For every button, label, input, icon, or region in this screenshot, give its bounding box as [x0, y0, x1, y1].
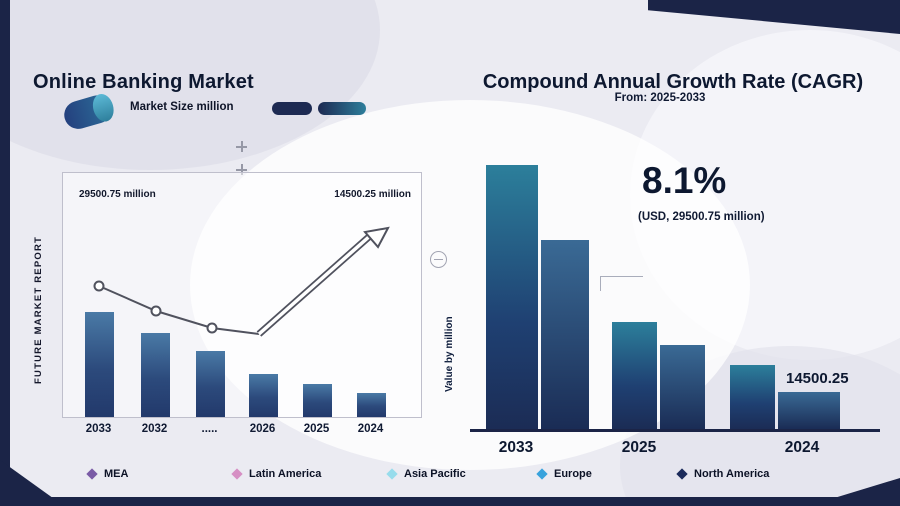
legend-item-latin-america: Latin America: [231, 465, 322, 483]
value-callout-2024: 14500.25: [786, 370, 849, 387]
left-border-bar: [0, 0, 10, 506]
left-axis-label-.....: .....: [201, 423, 218, 435]
cagr-subtitle: From: 2025-2033: [614, 92, 706, 104]
regions-legend: MEA Latin America Asia Pacific Europe North …: [0, 465, 900, 485]
diamond-icon: [231, 468, 243, 480]
cagr-chart: 2033 2025 2024: [472, 148, 878, 456]
right-chart-y-label: Value by million: [444, 316, 455, 392]
left-axis-label-2032: 2032: [141, 423, 168, 435]
legend-item-europe: Europe: [536, 465, 592, 483]
diamond-icon: [86, 468, 98, 480]
legend-item-asia-pacific: Asia Pacific: [386, 465, 466, 483]
market-size-bar-2033: [85, 312, 114, 417]
cagr-title: Compound Annual Growth Rate (CAGR): [482, 71, 864, 94]
trend-arrow-icon: [93, 226, 390, 337]
cagr-value: 8.1%: [642, 160, 727, 201]
left-axis-label-2033: 2033: [85, 423, 112, 435]
market-size-legend-label: Market Size million: [130, 101, 234, 113]
left-axis-label-2024: 2024: [357, 423, 384, 435]
legend-label: Asia Pacific: [404, 468, 466, 480]
bottom-border-bar: [0, 497, 900, 506]
top-right-wedge: [648, 0, 900, 34]
legend-label: Latin America: [249, 468, 322, 480]
legend-label: North America: [694, 468, 770, 480]
market-size-chart: 29500.75 million 14500.25 million: [62, 172, 422, 418]
right-axis-label-2033: 2033: [498, 439, 534, 456]
plus-icon: [236, 141, 247, 152]
right-axis-label-2024: 2024: [784, 439, 820, 456]
page-title: Online Banking Market: [33, 71, 254, 94]
cagr-bar-2024-2: [778, 392, 840, 429]
left-chart-side-label: FUTURE MARKET REPORT: [33, 235, 44, 385]
diamond-icon: [386, 468, 398, 480]
cagr-detail: (USD, 29500.75 million): [638, 211, 765, 223]
pill-dark-icon: [272, 102, 312, 115]
diamond-icon: [536, 468, 548, 480]
cagr-bar-2024-1: [730, 365, 775, 429]
right-chart-baseline: [470, 429, 880, 432]
cagr-bar-2025-2: [660, 345, 705, 429]
left-chart-max-annotation: 29500.75 million: [79, 189, 156, 200]
left-chart-end-annotation: 14500.25 million: [334, 189, 411, 200]
cagr-bar-2033-1: [486, 165, 538, 429]
market-size-bar-2032: [141, 333, 170, 417]
diamond-icon: [676, 468, 688, 480]
cagr-bar-2033-2: [541, 240, 589, 429]
legend-label: Europe: [554, 468, 592, 480]
legend-item-mea: MEA: [86, 465, 129, 483]
cagr-bar-2025-1: [612, 322, 657, 429]
pill-gradient-icon: [318, 102, 366, 115]
legend-label: MEA: [104, 468, 129, 480]
legend-item-north-america: North America: [676, 465, 770, 483]
right-axis-label-2025: 2025: [621, 439, 657, 456]
market-size-bars: [63, 173, 421, 417]
left-axis-label-2026: 2026: [249, 423, 276, 435]
market-size-bar-2024: [357, 393, 386, 417]
market-size-bar-2025: [303, 384, 332, 417]
step-line-icon: [600, 276, 643, 291]
left-axis-label-2025: 2025: [303, 423, 330, 435]
minus-circle-icon: [430, 251, 447, 268]
plus-icon: [236, 164, 247, 175]
market-size-bar-2026: [249, 374, 278, 417]
left-chart-x-axis: 2033 2032..... 2026 2025 2024: [62, 423, 420, 441]
market-size-bar-.....: [196, 351, 225, 417]
